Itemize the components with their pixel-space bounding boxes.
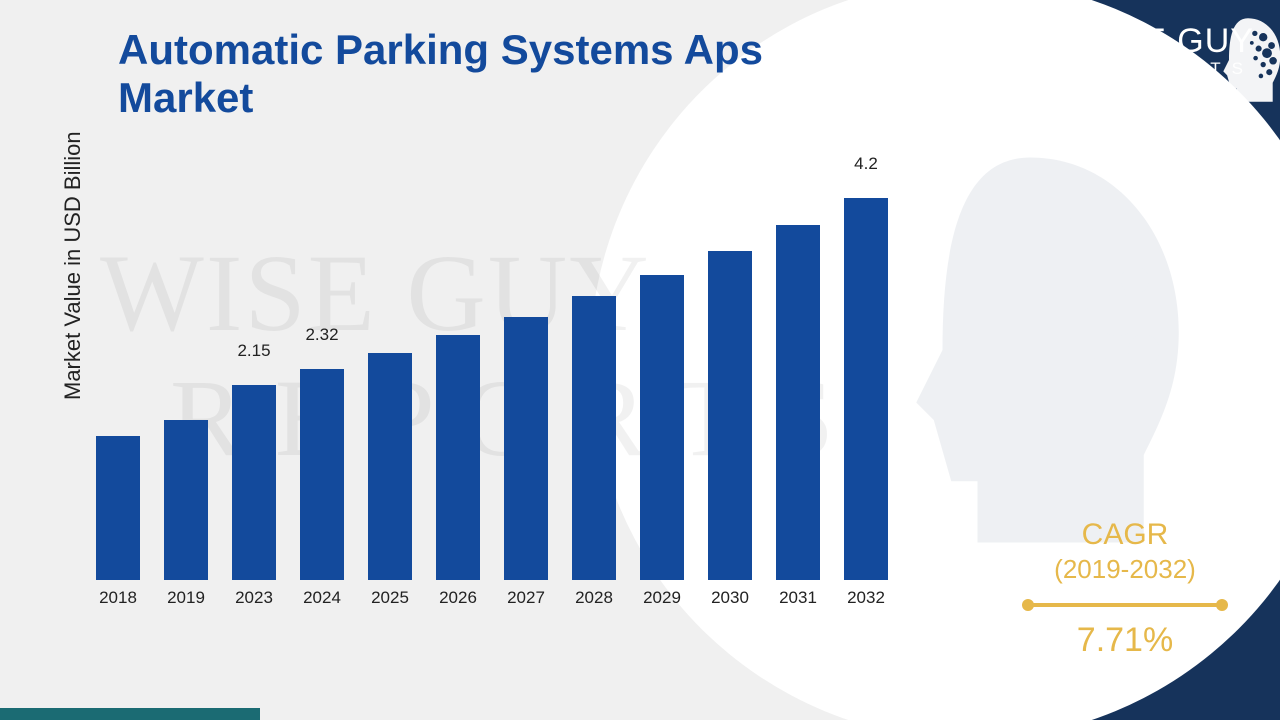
bar xyxy=(708,251,752,580)
x-tick-label: 2018 xyxy=(88,588,148,608)
bottom-accent-bar xyxy=(0,708,260,720)
bar xyxy=(844,198,888,580)
bar xyxy=(368,353,412,580)
x-tick-label: 2023 xyxy=(224,588,284,608)
bar-chart: 2.152.324.2 2018201920232024202520262027… xyxy=(92,180,912,600)
x-tick-label: 2024 xyxy=(292,588,352,608)
y-axis-label: Market Value in USD Billion xyxy=(60,131,86,400)
x-tick-label: 2031 xyxy=(768,588,828,608)
x-tick-label: 2028 xyxy=(564,588,624,608)
x-tick-label: 2026 xyxy=(428,588,488,608)
bar xyxy=(300,369,344,580)
x-tick-label: 2032 xyxy=(836,588,896,608)
cagr-value: 7.71% xyxy=(1010,621,1240,660)
x-tick-label: 2025 xyxy=(360,588,420,608)
bar xyxy=(436,335,480,580)
x-tick-label: 2027 xyxy=(496,588,556,608)
bar xyxy=(164,420,208,580)
bar xyxy=(572,296,616,580)
bar xyxy=(504,317,548,580)
x-tick-label: 2019 xyxy=(156,588,216,608)
brand-head-icon xyxy=(1210,14,1280,106)
bar-value-label: 2.15 xyxy=(224,341,284,361)
bar xyxy=(776,225,820,580)
bar xyxy=(232,385,276,580)
infographic-stage: WISE GUY R E P O R T S Automatic Parking… xyxy=(0,0,1280,720)
cagr-block: CAGR (2019-2032) 7.71% xyxy=(1010,518,1240,660)
plot-area: 2.152.324.2 xyxy=(92,180,912,580)
bar xyxy=(96,436,140,580)
bar-value-label: 2.32 xyxy=(292,325,352,345)
cagr-divider xyxy=(1028,603,1222,607)
x-tick-label: 2029 xyxy=(632,588,692,608)
bar-value-label: 4.2 xyxy=(836,154,896,174)
chart-title: Automatic Parking Systems Aps Market xyxy=(118,26,878,123)
bar xyxy=(640,275,684,580)
x-tick-label: 2030 xyxy=(700,588,760,608)
cagr-label: CAGR xyxy=(1010,518,1240,552)
cagr-range: (2019-2032) xyxy=(1010,554,1240,585)
